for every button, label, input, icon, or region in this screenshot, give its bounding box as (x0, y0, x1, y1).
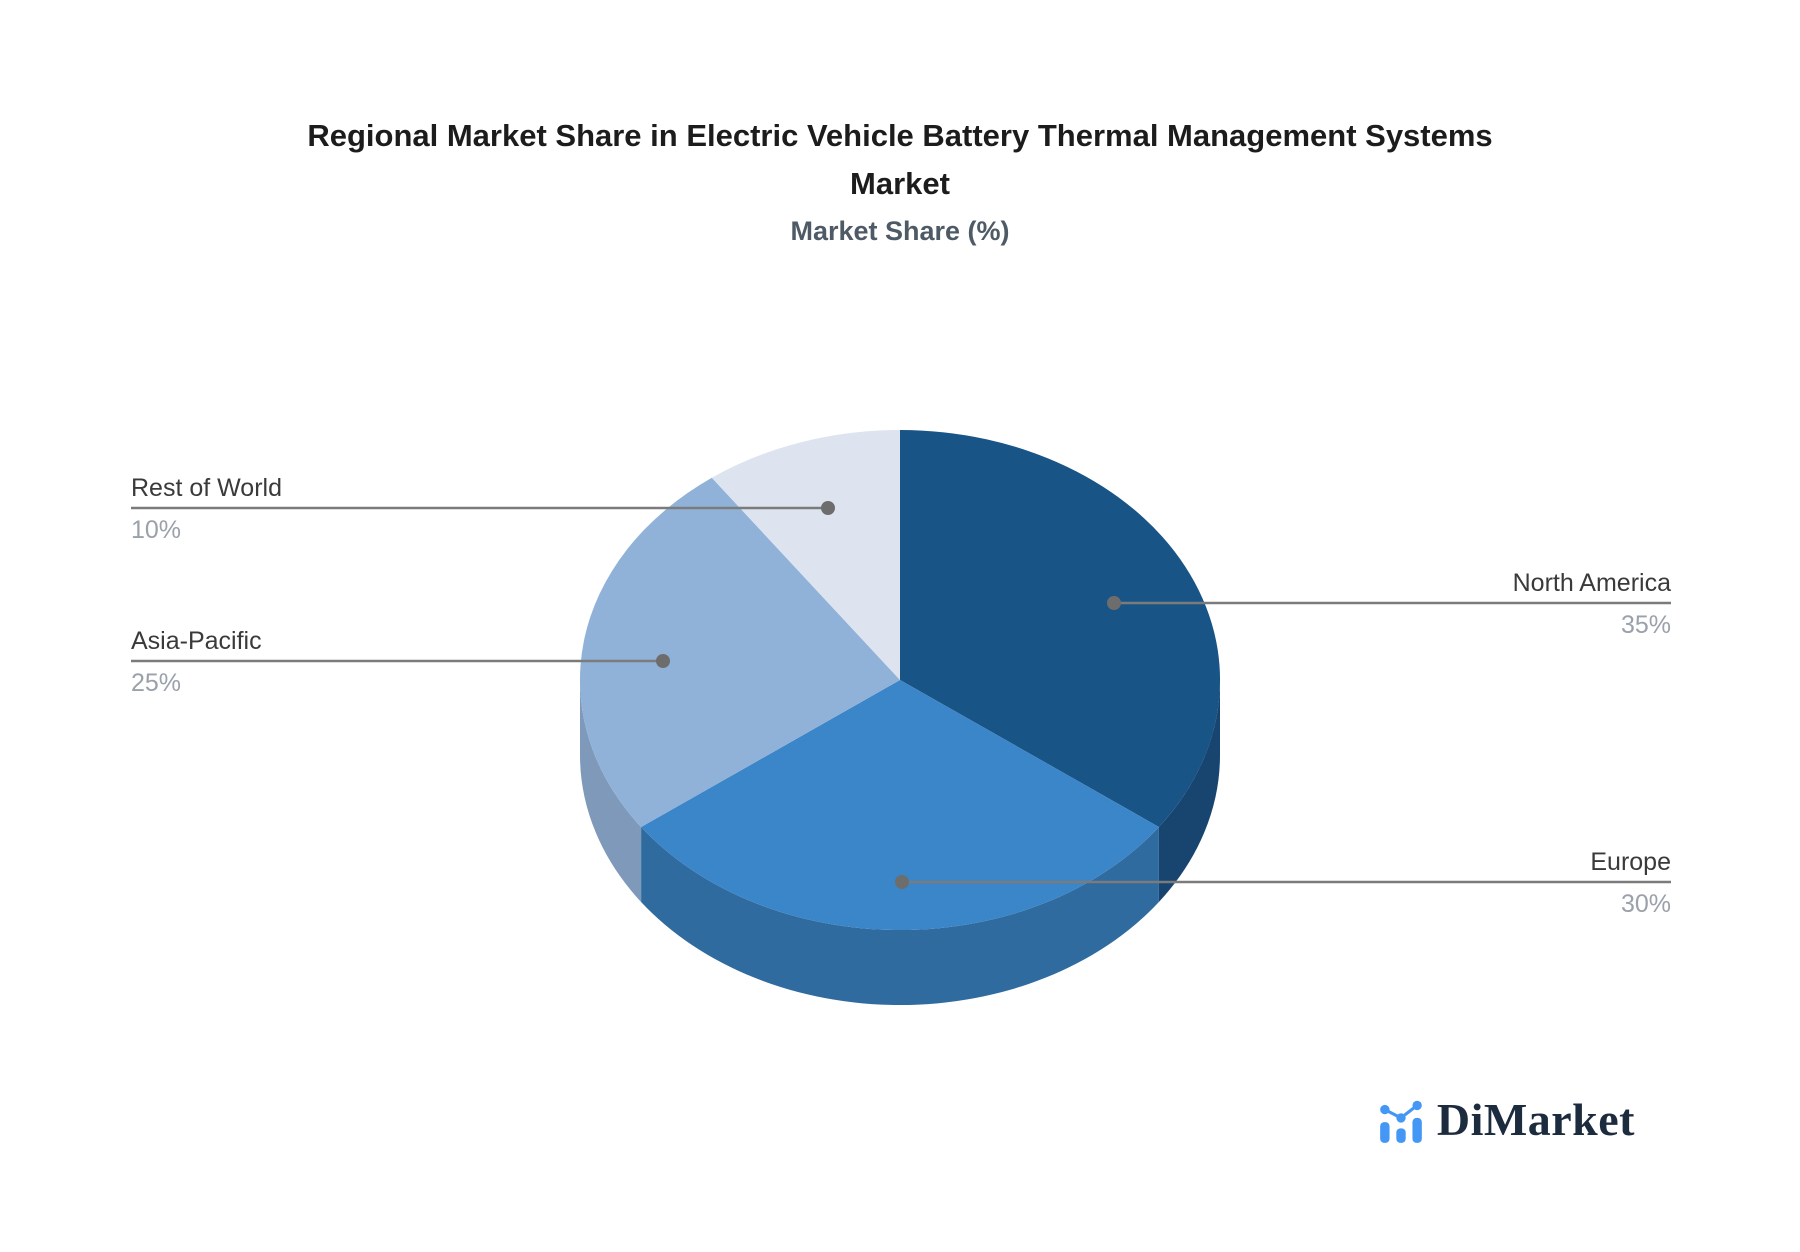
leader-dot-asia-pacific (656, 654, 670, 668)
leader-lines (131, 506, 1671, 884)
pie-slice-asia-pacific (579, 477, 900, 827)
dimarket-logo-text: DiMarket (1436, 1094, 1635, 1145)
pie-side-europe (641, 827, 1159, 1006)
chart-subtitle: Market Share (%) (790, 216, 1010, 246)
leader-dot-rest-of-world (821, 501, 835, 515)
chart-title: Regional Market Share in Electric Vehicl… (307, 118, 1493, 201)
dimarket-logo: DiMarket (1378, 1093, 1635, 1146)
label-asia-pacific: Asia-Pacific (131, 627, 262, 655)
dimarket-logo-icon (1380, 1100, 1422, 1143)
percent-asia-pacific: 25% (131, 669, 182, 697)
percent-rest-of-world: 10% (131, 516, 182, 544)
label-north-america: North America (1512, 569, 1671, 597)
pie-side-north-america (1158, 680, 1220, 902)
pie-slice-north-america (900, 430, 1221, 827)
label-rest-of-world: Rest of World (131, 474, 282, 502)
leader-dots (656, 501, 1121, 889)
leader-dot-europe (895, 875, 909, 889)
leader-dot-north-america (1107, 596, 1121, 610)
label-europe: Europe (1590, 848, 1671, 876)
pie-slice-rest-of-world (711, 429, 900, 680)
percent-europe: 30% (1620, 890, 1671, 918)
pie-slice-europe (641, 680, 1159, 931)
pie-side-asia-pacific (580, 680, 642, 902)
percent-north-america: 35% (1620, 611, 1671, 639)
